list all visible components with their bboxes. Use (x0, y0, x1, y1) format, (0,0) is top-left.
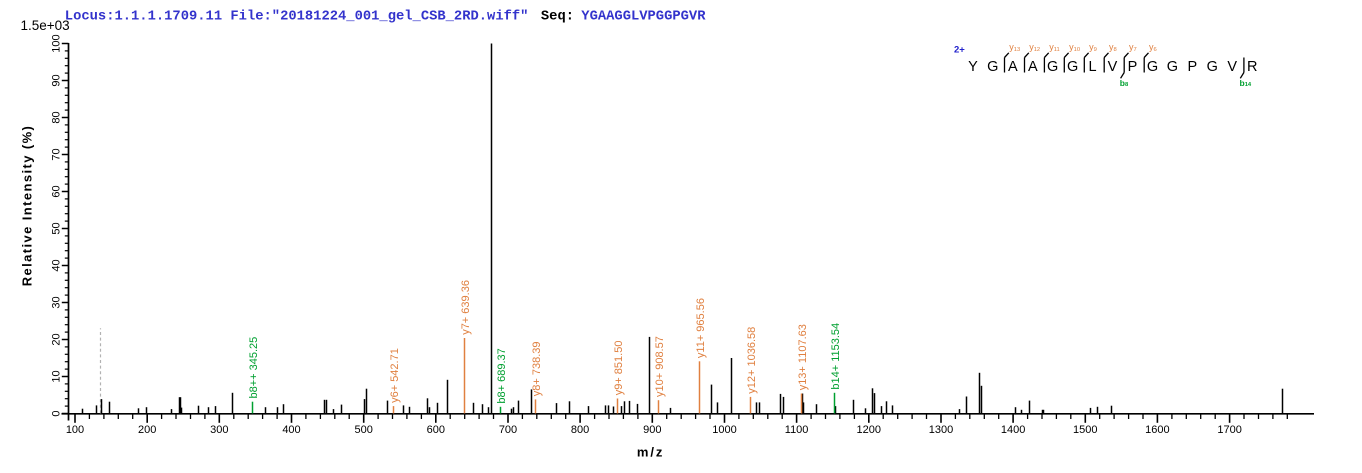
svg-text:600: 600 (427, 424, 445, 436)
svg-text:b14: b14 (1240, 78, 1252, 88)
svg-text:m/z: m/z (637, 444, 664, 459)
svg-text:500: 500 (355, 424, 373, 436)
svg-text:30: 30 (50, 296, 62, 308)
svg-text:y10: y10 (1069, 42, 1080, 53)
svg-text:50: 50 (50, 222, 62, 234)
svg-text:y7: y7 (1129, 42, 1137, 53)
svg-text:1600: 1600 (1145, 424, 1169, 436)
svg-text:y12: y12 (1029, 42, 1040, 53)
svg-text:80: 80 (50, 111, 62, 123)
svg-text:y6: y6 (1149, 42, 1157, 53)
svg-text:900: 900 (643, 424, 661, 436)
svg-text:y9+ 851.50: y9+ 851.50 (613, 341, 625, 396)
svg-text:1200: 1200 (857, 424, 881, 436)
svg-text:b8++ 345.25: b8++ 345.25 (248, 337, 260, 399)
svg-text:y11+ 965.56: y11+ 965.56 (695, 298, 707, 358)
svg-text:b14+ 1153.54: b14+ 1153.54 (830, 323, 842, 390)
svg-text:800: 800 (571, 424, 589, 436)
svg-text:y8+ 738.39: y8+ 738.39 (531, 341, 543, 396)
svg-text:y13: y13 (1009, 42, 1020, 53)
svg-text:100: 100 (50, 34, 62, 52)
svg-text:y6+ 542.71: y6+ 542.71 (389, 348, 401, 403)
svg-text:40: 40 (50, 259, 62, 271)
svg-text:100: 100 (66, 424, 84, 436)
svg-text:b8: b8 (1120, 78, 1129, 88)
svg-text:y8: y8 (1109, 42, 1117, 53)
svg-text:1300: 1300 (929, 424, 953, 436)
svg-text:10: 10 (50, 370, 62, 382)
svg-text:1.5e+03: 1.5e+03 (21, 18, 70, 33)
svg-text:70: 70 (50, 148, 62, 160)
svg-text:300: 300 (210, 424, 228, 436)
svg-text:200: 200 (138, 424, 156, 436)
svg-text:Relative Intensity (%): Relative Intensity (%) (20, 125, 35, 287)
svg-text:400: 400 (282, 424, 300, 436)
svg-text:1100: 1100 (785, 424, 809, 436)
svg-text:1000: 1000 (712, 424, 736, 436)
svg-text:y9: y9 (1089, 42, 1097, 53)
svg-text:Locus:1.1.1.1709.11 File:"2018: Locus:1.1.1.1709.11 File:"20181224_001_g… (65, 9, 706, 25)
svg-text:y11: y11 (1049, 42, 1060, 53)
svg-text:1700: 1700 (1217, 424, 1241, 436)
svg-text:90: 90 (50, 74, 62, 86)
svg-text:y7+ 639.36: y7+ 639.36 (460, 280, 472, 335)
svg-text:2+: 2+ (954, 44, 965, 55)
svg-text:60: 60 (50, 185, 62, 197)
svg-text:y10+ 908.57: y10+ 908.57 (654, 336, 666, 397)
svg-text:YGAAGGLVPGGPGVR: YGAAGGLVPGGPGVR (968, 59, 1257, 75)
svg-text:1500: 1500 (1073, 424, 1097, 436)
svg-text:700: 700 (499, 424, 517, 436)
svg-text:b8+ 689.37: b8+ 689.37 (496, 348, 508, 403)
svg-text:y13+ 1107.63: y13+ 1107.63 (797, 324, 809, 390)
svg-text:y12+ 1036.58: y12+ 1036.58 (746, 327, 758, 394)
svg-text:0: 0 (50, 410, 62, 416)
svg-text:1400: 1400 (1001, 424, 1025, 436)
svg-text:20: 20 (50, 333, 62, 345)
